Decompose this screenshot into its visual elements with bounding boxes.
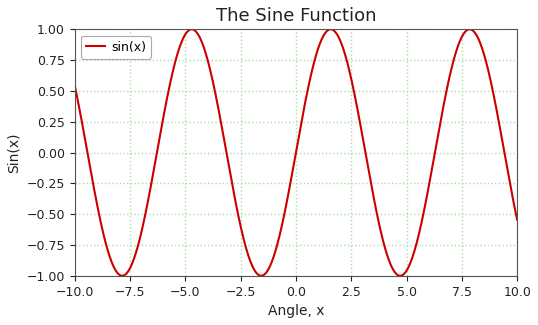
sin(x) (376, 223, 383, 227)
sin(x) (117, 273, 123, 277)
Y-axis label: Sin(x): Sin(x) (7, 132, 21, 173)
sin(x) (258, 274, 264, 278)
Legend: sin(x): sin(x) (81, 35, 151, 58)
sin(x) (328, 27, 334, 31)
sin(x) (426, 186, 432, 189)
sin(x) (514, 218, 520, 222)
sin(x) (72, 84, 78, 87)
sin(x) (267, 264, 273, 268)
Line: sin(x): sin(x) (75, 29, 517, 276)
sin(x) (250, 267, 257, 271)
Title: The Sine Function: The Sine Function (216, 7, 376, 25)
sin(x) (417, 225, 424, 229)
X-axis label: Angle, x: Angle, x (268, 304, 324, 318)
